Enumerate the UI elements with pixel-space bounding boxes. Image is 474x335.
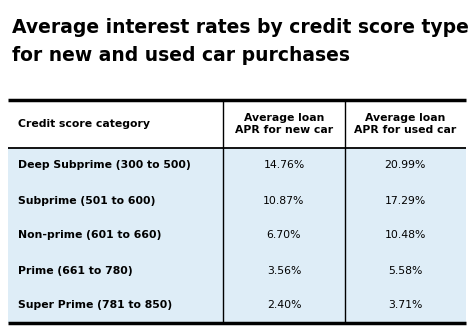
Text: for new and used car purchases: for new and used car purchases xyxy=(12,46,350,65)
Text: Credit score category: Credit score category xyxy=(18,119,150,129)
Bar xyxy=(8,218,466,253)
Text: Average loan
APR for new car: Average loan APR for new car xyxy=(235,113,333,135)
Text: 5.58%: 5.58% xyxy=(388,266,422,275)
Text: Deep Subprime (300 to 500): Deep Subprime (300 to 500) xyxy=(18,160,191,171)
Text: 14.76%: 14.76% xyxy=(264,160,305,171)
Text: Average loan
APR for used car: Average loan APR for used car xyxy=(354,113,456,135)
Text: 2.40%: 2.40% xyxy=(267,300,301,311)
Bar xyxy=(8,253,466,288)
Text: Non-prime (601 to 660): Non-prime (601 to 660) xyxy=(18,230,161,241)
Text: 17.29%: 17.29% xyxy=(385,196,426,205)
Text: Subprime (501 to 600): Subprime (501 to 600) xyxy=(18,196,155,205)
Text: Prime (661 to 780): Prime (661 to 780) xyxy=(18,266,133,275)
Text: 3.56%: 3.56% xyxy=(267,266,301,275)
Text: 6.70%: 6.70% xyxy=(267,230,301,241)
Text: Average interest rates by credit score type: Average interest rates by credit score t… xyxy=(12,18,469,37)
Text: Super Prime (781 to 850): Super Prime (781 to 850) xyxy=(18,300,172,311)
Text: 20.99%: 20.99% xyxy=(384,160,426,171)
Text: 10.48%: 10.48% xyxy=(384,230,426,241)
Text: 3.71%: 3.71% xyxy=(388,300,422,311)
Bar xyxy=(8,183,466,218)
Text: 10.87%: 10.87% xyxy=(263,196,305,205)
Bar xyxy=(8,288,466,323)
Bar xyxy=(8,148,466,183)
